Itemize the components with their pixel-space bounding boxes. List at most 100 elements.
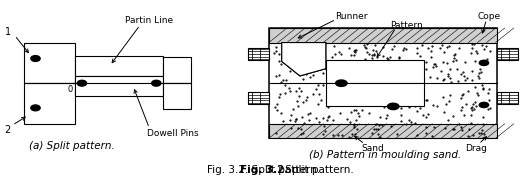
- Point: [298, 115, 306, 118]
- Point: [397, 106, 406, 109]
- Point: [363, 50, 371, 53]
- Point: [452, 58, 460, 61]
- Point: [312, 116, 320, 119]
- Point: [398, 49, 407, 52]
- Point: [472, 105, 480, 107]
- Point: [468, 70, 476, 73]
- Point: [371, 65, 379, 68]
- Point: [467, 114, 475, 117]
- Point: [339, 102, 347, 105]
- Bar: [163, 57, 191, 83]
- Point: [431, 63, 440, 66]
- Point: [324, 105, 333, 108]
- Point: [480, 47, 488, 50]
- Point: [338, 61, 346, 64]
- Point: [276, 93, 284, 96]
- Point: [330, 45, 338, 47]
- Bar: [248, 92, 269, 104]
- Point: [316, 49, 325, 52]
- Point: [468, 43, 476, 46]
- Point: [351, 133, 359, 135]
- Circle shape: [31, 56, 40, 61]
- Point: [305, 119, 314, 122]
- Point: [321, 67, 329, 70]
- Point: [295, 87, 304, 89]
- Point: [287, 126, 295, 129]
- Circle shape: [336, 80, 347, 86]
- Point: [459, 114, 468, 117]
- Point: [315, 120, 324, 123]
- Point: [372, 127, 380, 130]
- Point: [378, 88, 386, 91]
- Point: [370, 77, 378, 79]
- Point: [352, 128, 361, 131]
- Point: [410, 104, 419, 107]
- Point: [416, 62, 425, 65]
- Point: [306, 112, 314, 114]
- Point: [401, 96, 410, 99]
- Bar: [75, 76, 163, 96]
- Point: [343, 118, 352, 121]
- Circle shape: [77, 80, 87, 86]
- Point: [320, 129, 329, 132]
- Point: [315, 92, 323, 95]
- Point: [392, 132, 401, 135]
- Point: [413, 110, 422, 113]
- Point: [429, 126, 438, 129]
- Point: [446, 67, 454, 70]
- Text: Split pattern.: Split pattern.: [282, 165, 354, 175]
- Circle shape: [388, 103, 399, 110]
- Point: [384, 58, 392, 61]
- Text: Drag: Drag: [465, 144, 487, 153]
- Point: [275, 60, 284, 63]
- Point: [305, 44, 313, 47]
- Point: [413, 52, 422, 54]
- Circle shape: [152, 80, 161, 86]
- Point: [331, 94, 340, 97]
- Point: [271, 105, 280, 108]
- Point: [297, 127, 305, 130]
- Point: [293, 90, 301, 93]
- Point: [395, 55, 403, 58]
- Point: [453, 68, 461, 71]
- Point: [372, 50, 380, 52]
- Point: [397, 114, 405, 117]
- Point: [382, 102, 390, 105]
- Point: [312, 88, 320, 91]
- Point: [375, 74, 384, 77]
- Point: [472, 50, 480, 53]
- Point: [419, 76, 427, 79]
- Point: [460, 79, 469, 81]
- Point: [394, 95, 402, 98]
- Point: [455, 47, 463, 50]
- Point: [318, 132, 327, 135]
- Point: [278, 120, 287, 122]
- Point: [478, 43, 486, 46]
- Point: [341, 74, 349, 77]
- Point: [329, 119, 337, 121]
- Point: [285, 87, 293, 89]
- Point: [478, 102, 486, 105]
- Point: [309, 74, 318, 76]
- Point: [299, 69, 308, 72]
- Point: [484, 92, 492, 95]
- Point: [438, 44, 446, 47]
- Point: [469, 134, 478, 137]
- Point: [330, 67, 338, 70]
- Bar: [497, 92, 517, 104]
- Point: [309, 92, 317, 95]
- Point: [370, 53, 379, 56]
- Point: [286, 118, 294, 121]
- Point: [275, 52, 283, 55]
- Point: [454, 80, 462, 83]
- Point: [387, 69, 395, 72]
- Point: [320, 62, 328, 65]
- Point: [397, 120, 406, 123]
- Point: [350, 123, 359, 126]
- Point: [365, 52, 374, 55]
- Point: [342, 76, 351, 79]
- Point: [469, 107, 478, 110]
- Point: [446, 94, 454, 97]
- Point: [353, 64, 361, 67]
- Point: [422, 132, 431, 134]
